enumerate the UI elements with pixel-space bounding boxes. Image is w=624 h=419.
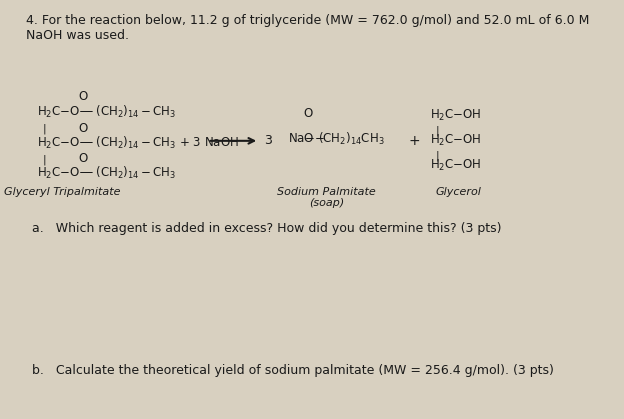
Text: |: | (436, 125, 439, 136)
Text: O: O (79, 91, 88, 103)
Text: H$_2$C$-$OH: H$_2$C$-$OH (430, 133, 481, 148)
Text: |: | (42, 123, 46, 134)
Text: |: | (42, 154, 46, 165)
Text: (CH$_2$)$_{14}$CH$_3$: (CH$_2$)$_{14}$CH$_3$ (318, 131, 384, 147)
Text: O: O (79, 122, 88, 134)
Text: b.   Calculate the theoretical yield of sodium palmitate (MW = 256.4 g/mol). (3 : b. Calculate the theoretical yield of so… (32, 364, 553, 377)
Text: 3: 3 (265, 134, 272, 147)
Text: +: + (409, 134, 420, 148)
Text: H$_2$C$-$OH: H$_2$C$-$OH (430, 158, 481, 173)
Text: H$_2$C$-$O$-\!\!\!\!-$(CH$_2$)$_{14}-$CH$_3$: H$_2$C$-$O$-\!\!\!\!-$(CH$_2$)$_{14}-$CH… (37, 165, 176, 181)
Text: 4. For the reaction below, 11.2 g of triglyceride (MW = 762.0 g/mol) and 52.0 mL: 4. For the reaction below, 11.2 g of tri… (26, 14, 590, 42)
Text: O: O (79, 152, 88, 165)
Text: NaO$\!\!\!\!\!\!-\!\!-$: NaO$\!\!\!\!\!\!-\!\!-$ (288, 132, 325, 145)
Text: Sodium Palmitate
(soap): Sodium Palmitate (soap) (277, 186, 376, 208)
Text: |: | (436, 150, 439, 160)
Text: H$_2$C$-$O$-\!\!\!\!-$(CH$_2$)$_{14}-$CH$_3$: H$_2$C$-$O$-\!\!\!\!-$(CH$_2$)$_{14}-$CH… (37, 103, 176, 120)
Text: Glycerol: Glycerol (436, 186, 481, 197)
Text: H$_2$C$-$O$-\!\!\!\!-$(CH$_2$)$_{14}-$CH$_3$ + 3 NaOH: H$_2$C$-$O$-\!\!\!\!-$(CH$_2$)$_{14}-$CH… (37, 135, 239, 151)
Text: O: O (304, 107, 313, 120)
Text: Glyceryl Tripalmitate: Glyceryl Tripalmitate (4, 186, 121, 197)
Text: H$_2$C$-$OH: H$_2$C$-$OH (430, 108, 481, 124)
Text: a.   Which reagent is added in excess? How did you determine this? (3 pts): a. Which reagent is added in excess? How… (32, 222, 501, 235)
